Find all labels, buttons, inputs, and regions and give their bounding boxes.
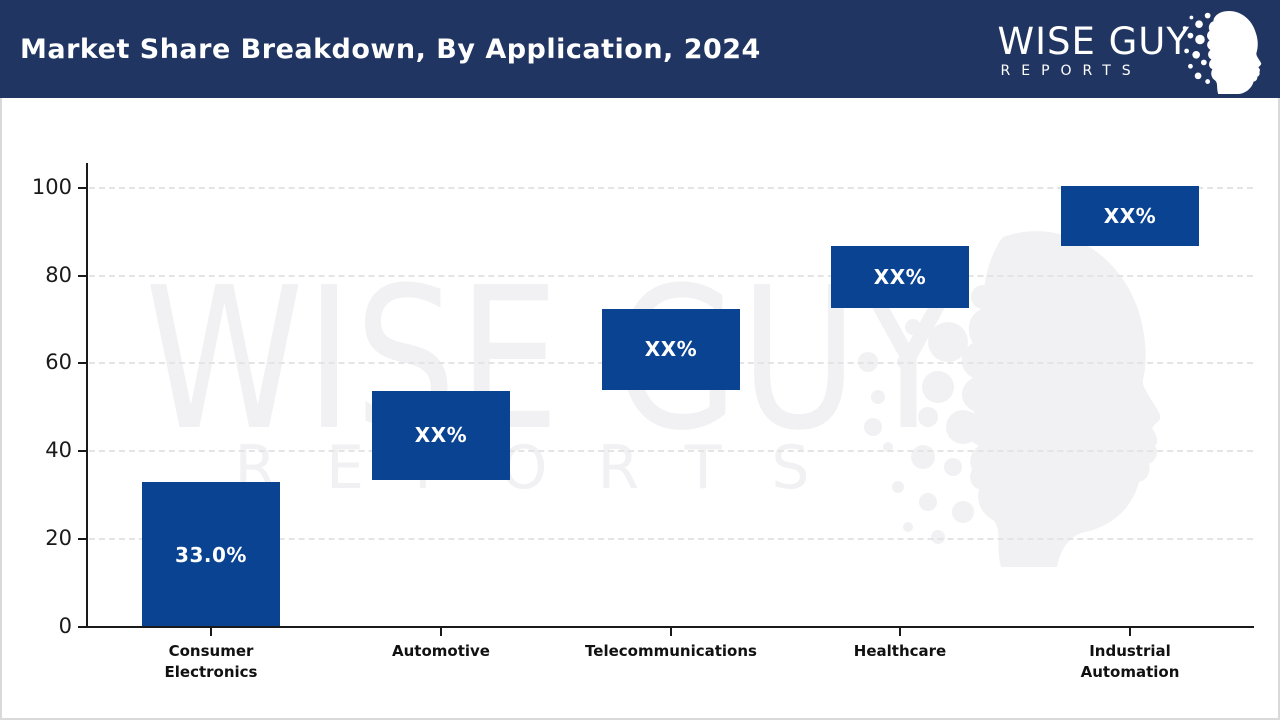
- y-tick: [78, 362, 87, 365]
- bar: XX%: [831, 246, 969, 309]
- x-axis-label: Industrial Automation: [1080, 642, 1180, 681]
- x-axis-line: [86, 626, 1254, 628]
- gridline: [89, 186, 1253, 189]
- wise-guy-reports-logo: WISE GUY REPORTS: [998, 6, 1268, 94]
- y-tick-label: 20: [45, 526, 72, 551]
- bar-value-label: 33.0%: [175, 542, 247, 567]
- y-tick: [78, 538, 87, 541]
- bar: XX%: [602, 308, 740, 390]
- y-tick: [78, 450, 87, 453]
- x-axis-label: Healthcare: [853, 642, 947, 660]
- x-axis-label: Telecommunications: [585, 642, 757, 660]
- bar-value-label: XX%: [414, 423, 468, 448]
- bar-value-label: XX%: [873, 265, 927, 290]
- logo-reports-label: REPORTS: [1000, 62, 1142, 79]
- x-tick: [440, 628, 442, 636]
- y-axis-line: [86, 163, 88, 628]
- header-bar: Market Share Breakdown, By Application, …: [0, 0, 1280, 98]
- watermark-wiseguy-text: WISE GUY: [144, 246, 960, 474]
- watermark-reports-text: REPORTS: [234, 433, 860, 503]
- bar: XX%: [372, 391, 510, 480]
- logo-wiseguy-label: WISE GUY: [997, 19, 1190, 63]
- bar-value-label: XX%: [644, 337, 698, 362]
- y-tick: [78, 186, 87, 189]
- x-tick: [670, 628, 672, 636]
- y-tick-label: 60: [45, 350, 72, 375]
- gridline: [89, 450, 1253, 453]
- x-tick: [899, 628, 901, 636]
- bar: 33.0%: [142, 482, 280, 627]
- y-tick-label: 0: [58, 614, 72, 638]
- page-title: Market Share Breakdown, By Application, …: [20, 33, 761, 65]
- logo-head-profile-icon: [1182, 11, 1262, 94]
- bar-value-label: XX%: [1103, 204, 1157, 228]
- x-axis-label: Automotive: [392, 642, 490, 660]
- y-tick-label: 40: [45, 438, 72, 463]
- x-tick: [1129, 628, 1131, 636]
- x-axis-label: Consumer Electronics: [164, 642, 258, 681]
- y-tick: [78, 626, 87, 628]
- gridline: [89, 274, 1253, 277]
- x-tick: [210, 628, 212, 636]
- gridline: [89, 538, 1253, 541]
- y-tick: [78, 274, 87, 277]
- y-tick-label: 100: [31, 174, 72, 199]
- y-tick-label: 80: [45, 262, 72, 287]
- bar: XX%: [1061, 186, 1199, 246]
- logo-text: WISE GUY REPORTS: [998, 23, 1190, 78]
